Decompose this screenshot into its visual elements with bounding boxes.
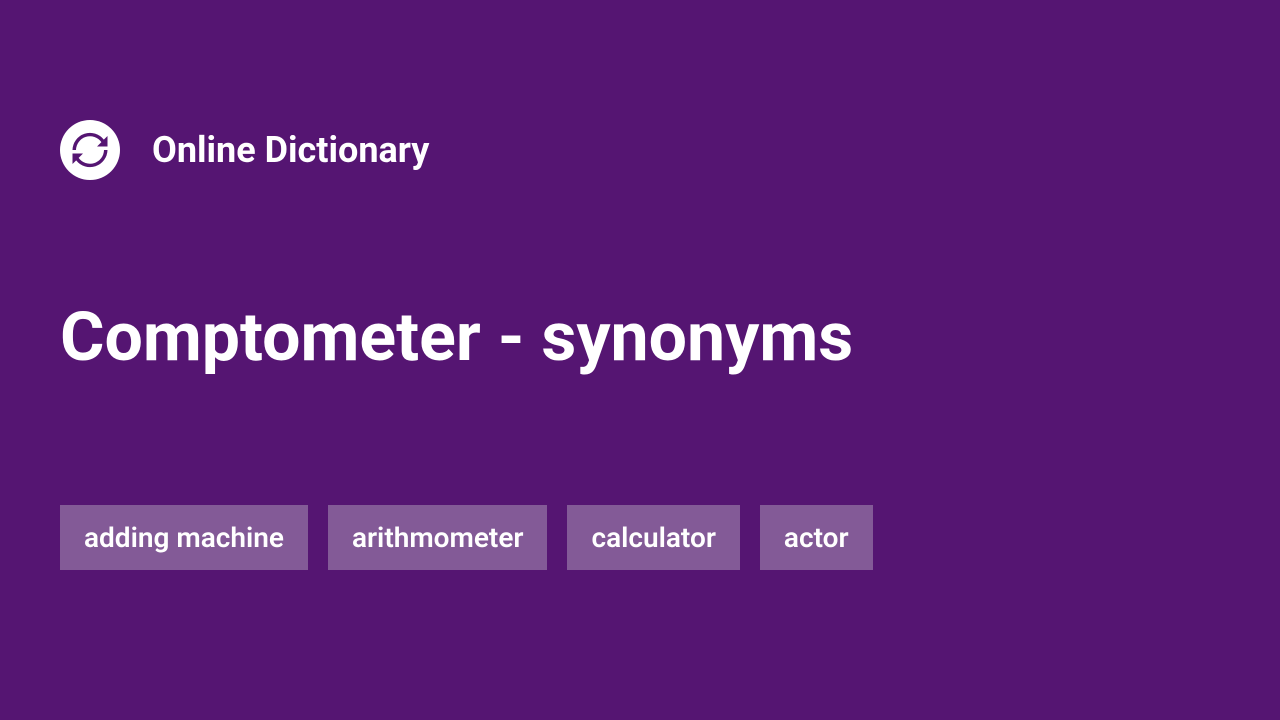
page-title: Comptometer - synonyms <box>60 300 1220 375</box>
synonym-tag[interactable]: adding machine <box>60 505 308 570</box>
synonyms-row: adding machine arithmometer calculator a… <box>60 505 1220 570</box>
page-container: Online Dictionary Comptometer - synonyms… <box>0 0 1280 720</box>
synonym-tag[interactable]: calculator <box>567 505 739 570</box>
logo-icon <box>60 120 120 180</box>
header: Online Dictionary <box>60 120 1220 180</box>
site-title: Online Dictionary <box>152 129 429 171</box>
synonym-tag[interactable]: arithmometer <box>328 505 548 570</box>
synonym-tag[interactable]: actor <box>760 505 873 570</box>
